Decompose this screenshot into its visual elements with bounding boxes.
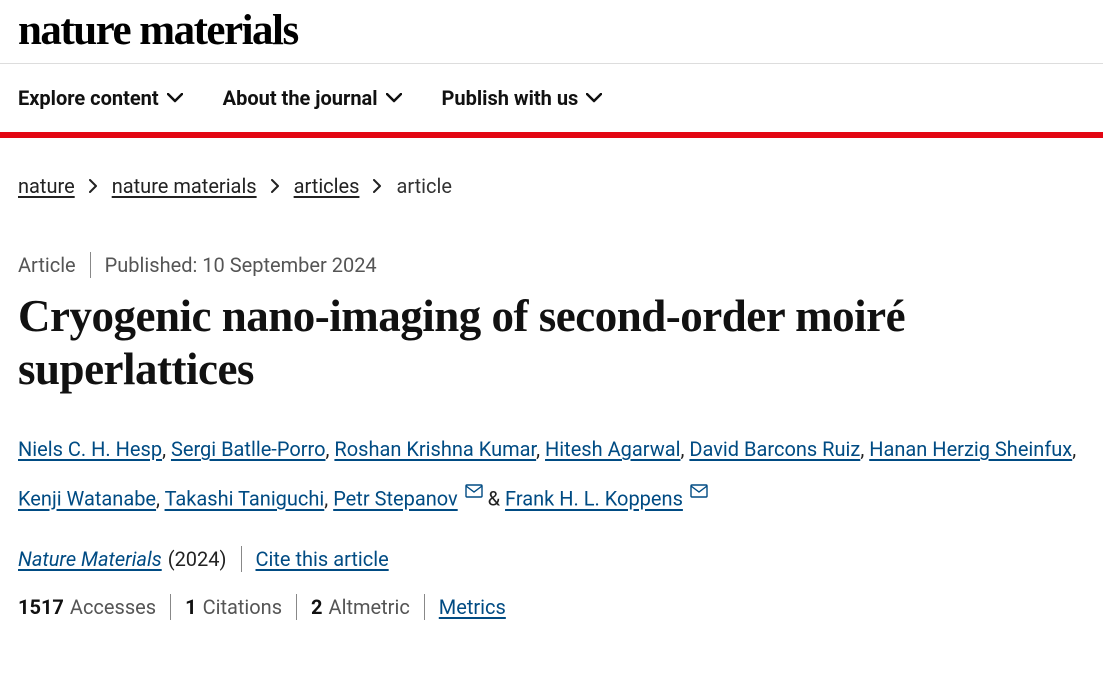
author-separator: ,	[536, 437, 545, 461]
nav-explore-content[interactable]: Explore content	[18, 86, 183, 110]
author-separator: ,	[860, 437, 869, 461]
divider	[241, 546, 242, 572]
author-link[interactable]: Petr Stepanov	[333, 487, 458, 511]
journal-logo[interactable]: nature materials	[18, 0, 1085, 63]
breadcrumb-item[interactable]: articles	[294, 174, 360, 198]
author-link[interactable]: David Barcons Ruiz	[689, 437, 860, 461]
divider	[424, 594, 425, 620]
chevron-right-icon	[373, 179, 382, 193]
author-list: Niels C. H. Hesp, Sergi Batlle-Porro, Ro…	[18, 404, 1085, 520]
nav-label: Explore content	[18, 86, 159, 110]
author-link[interactable]: Niels C. H. Hesp	[18, 437, 162, 461]
author-separator: ,	[324, 487, 333, 511]
article-type: Article	[18, 253, 76, 277]
citations-count: 1	[185, 595, 196, 619]
chevron-down-icon	[167, 93, 183, 103]
divider	[90, 252, 91, 278]
journal-citation: Nature Materials (2024) Cite this articl…	[18, 520, 1085, 572]
main-nav: Explore content About the journal Publis…	[18, 64, 1085, 132]
accesses-count: 1517	[18, 595, 64, 619]
author-separator: &	[483, 487, 505, 511]
article-title: Cryogenic nano-imaging of second-order m…	[18, 278, 1018, 404]
metrics: 1517 Accesses 1 Citations 2 Altmetric Me…	[18, 572, 1085, 620]
nav-label: Publish with us	[442, 86, 579, 110]
author-separator: ,	[156, 487, 165, 511]
author-separator: ,	[162, 437, 171, 461]
chevron-right-icon	[89, 179, 98, 193]
nav-about-journal[interactable]: About the journal	[223, 86, 402, 110]
author-link[interactable]: Hitesh Agarwal	[545, 437, 680, 461]
breadcrumb-item: article	[396, 174, 452, 198]
altmetric-count: 2	[311, 595, 322, 619]
author-separator: ,	[1072, 437, 1076, 461]
cite-article-link[interactable]: Cite this article	[256, 547, 389, 571]
metrics-link[interactable]: Metrics	[439, 595, 506, 619]
author-link[interactable]: Sergi Batlle-Porro	[171, 437, 326, 461]
accesses-label: Accesses	[70, 595, 156, 619]
nav-publish-with-us[interactable]: Publish with us	[442, 86, 603, 110]
breadcrumb-item[interactable]: nature	[18, 174, 75, 198]
chevron-down-icon	[586, 93, 602, 103]
divider	[296, 594, 297, 620]
author-link[interactable]: Hanan Herzig Sheinfux	[869, 437, 1072, 461]
article-meta: Article Published: 10 September 2024	[18, 208, 1085, 278]
author-link[interactable]: Kenji Watanabe	[18, 487, 156, 511]
author-link[interactable]: Takashi Taniguchi	[165, 487, 325, 511]
altmetric-label: Altmetric	[329, 595, 410, 619]
published-date: Published: 10 September 2024	[105, 253, 377, 277]
journal-link[interactable]: Nature Materials	[18, 547, 162, 571]
journal-year: (2024)	[168, 547, 227, 571]
divider	[170, 594, 171, 620]
author-link[interactable]: Roshan Krishna Kumar	[334, 437, 536, 461]
mail-icon[interactable]	[690, 470, 708, 512]
mail-icon[interactable]	[465, 470, 483, 512]
chevron-down-icon	[386, 93, 402, 103]
chevron-right-icon	[271, 179, 280, 193]
breadcrumb-item[interactable]: nature materials	[112, 174, 257, 198]
nav-label: About the journal	[223, 86, 378, 110]
breadcrumb: nature nature materials articles article	[18, 138, 1085, 208]
author-link[interactable]: Frank H. L. Koppens	[505, 487, 683, 511]
citations-label: Citations	[203, 595, 282, 619]
